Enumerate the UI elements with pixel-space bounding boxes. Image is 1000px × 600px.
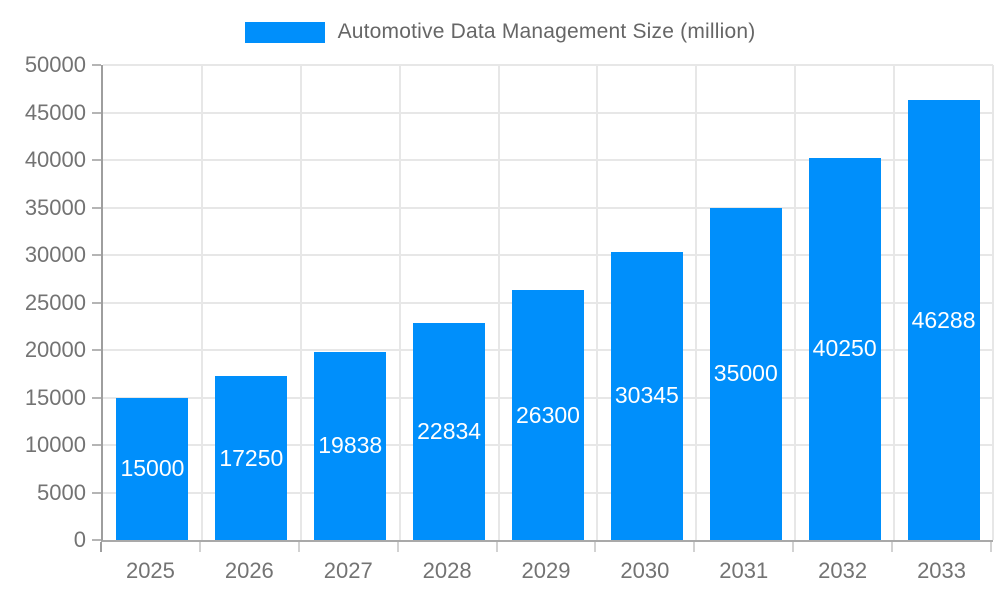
gridline-horizontal bbox=[103, 254, 993, 256]
x-tick-mark bbox=[297, 542, 300, 552]
y-tick-label: 25000 bbox=[24, 289, 86, 315]
y-tick-mark bbox=[92, 159, 101, 161]
bar-value-label: 40250 bbox=[812, 335, 877, 362]
gridline-vertical bbox=[200, 65, 203, 540]
gridline-vertical bbox=[695, 65, 698, 540]
x-tick-label: 2025 bbox=[125, 558, 175, 583]
bar-2032: 40250 bbox=[808, 157, 881, 540]
x-tick-mark bbox=[990, 542, 992, 552]
gridline-vertical bbox=[497, 65, 500, 540]
y-tick-mark bbox=[92, 539, 101, 541]
y-tick-label: 0 bbox=[73, 527, 86, 552]
bar-value-label: 35000 bbox=[713, 360, 778, 387]
y-tick-label: 15000 bbox=[24, 384, 86, 410]
x-tick-label: 2031 bbox=[719, 558, 769, 583]
plot-area: 15000 17250 19838 22834 26300 30345 35000 40250… bbox=[101, 64, 994, 542]
gridline-vertical bbox=[299, 65, 302, 540]
x-tick-mark bbox=[495, 542, 498, 552]
gridline-vertical bbox=[992, 65, 994, 540]
x-tick-label: 2028 bbox=[422, 558, 472, 583]
y-tick-mark bbox=[92, 444, 101, 446]
x-tick-label: 2029 bbox=[521, 558, 571, 583]
x-tick-mark bbox=[396, 542, 399, 552]
y-tick-mark bbox=[92, 111, 101, 114]
gridline-vertical bbox=[398, 65, 401, 540]
y-tick-label: 10000 bbox=[24, 432, 86, 457]
y-tick-label: 30000 bbox=[24, 242, 86, 267]
gridline-vertical bbox=[596, 65, 599, 540]
x-tick-label: 2026 bbox=[224, 558, 274, 583]
gridline-horizontal bbox=[103, 111, 993, 114]
bar-value-label: 15000 bbox=[120, 455, 185, 482]
bar-value-label: 30345 bbox=[614, 382, 679, 409]
y-axis-labels: 50000 45000 40000 35000 30000 25000 20000 15000… bbox=[0, 52, 86, 552]
legend-swatch bbox=[244, 21, 325, 43]
gridline-vertical bbox=[794, 65, 797, 540]
y-tick-mark bbox=[92, 64, 101, 66]
x-tick-mark bbox=[594, 542, 597, 552]
bar-value-label: 22834 bbox=[417, 418, 482, 445]
x-tick-mark bbox=[792, 542, 795, 552]
x-tick-label: 2033 bbox=[917, 558, 967, 583]
bar-value-label: 19838 bbox=[318, 432, 383, 459]
y-tick-mark bbox=[92, 301, 101, 304]
y-tick-label: 5000 bbox=[37, 479, 86, 505]
bar-2027: 19838 bbox=[314, 351, 387, 540]
y-tick-label: 45000 bbox=[24, 99, 86, 125]
bar-2028: 22834 bbox=[413, 323, 486, 540]
legend: Automotive Data Management Size (million… bbox=[0, 20, 1000, 44]
y-tick-label: 40000 bbox=[24, 147, 86, 172]
y-tick-label: 50000 bbox=[24, 52, 86, 77]
bar-value-label: 17250 bbox=[219, 444, 284, 471]
y-tick-mark bbox=[92, 491, 101, 494]
x-tick-label: 2032 bbox=[818, 558, 868, 583]
bar-2025: 15000 bbox=[116, 397, 189, 540]
y-tick-label: 35000 bbox=[24, 194, 86, 220]
bar-value-label: 26300 bbox=[516, 401, 580, 428]
y-tick-label: 20000 bbox=[24, 337, 86, 362]
bar-2029: 26300 bbox=[512, 290, 584, 540]
bar-value-label: 46288 bbox=[911, 306, 976, 333]
gridline-horizontal bbox=[103, 64, 993, 66]
gridline-horizontal bbox=[103, 159, 993, 161]
x-tick-mark bbox=[891, 542, 894, 552]
y-tick-mark bbox=[92, 254, 101, 256]
y-tick-mark bbox=[92, 396, 101, 399]
y-tick-mark bbox=[92, 206, 101, 209]
bar-2031: 35000 bbox=[709, 207, 782, 540]
x-tick-label: 2030 bbox=[620, 558, 670, 583]
gridline-vertical bbox=[893, 65, 896, 540]
x-tick-mark bbox=[198, 542, 201, 552]
bar-2026: 17250 bbox=[215, 376, 288, 540]
x-tick-mark bbox=[100, 542, 102, 552]
y-tick-mark bbox=[92, 349, 101, 351]
x-tick-label: 2027 bbox=[323, 558, 373, 583]
legend-label: Automotive Data Management Size (million… bbox=[337, 20, 756, 43]
gridline-horizontal bbox=[103, 206, 993, 209]
bar-2030: 30345 bbox=[610, 251, 683, 540]
x-tick-mark bbox=[693, 542, 696, 552]
bar-2033: 46288 bbox=[907, 100, 980, 540]
